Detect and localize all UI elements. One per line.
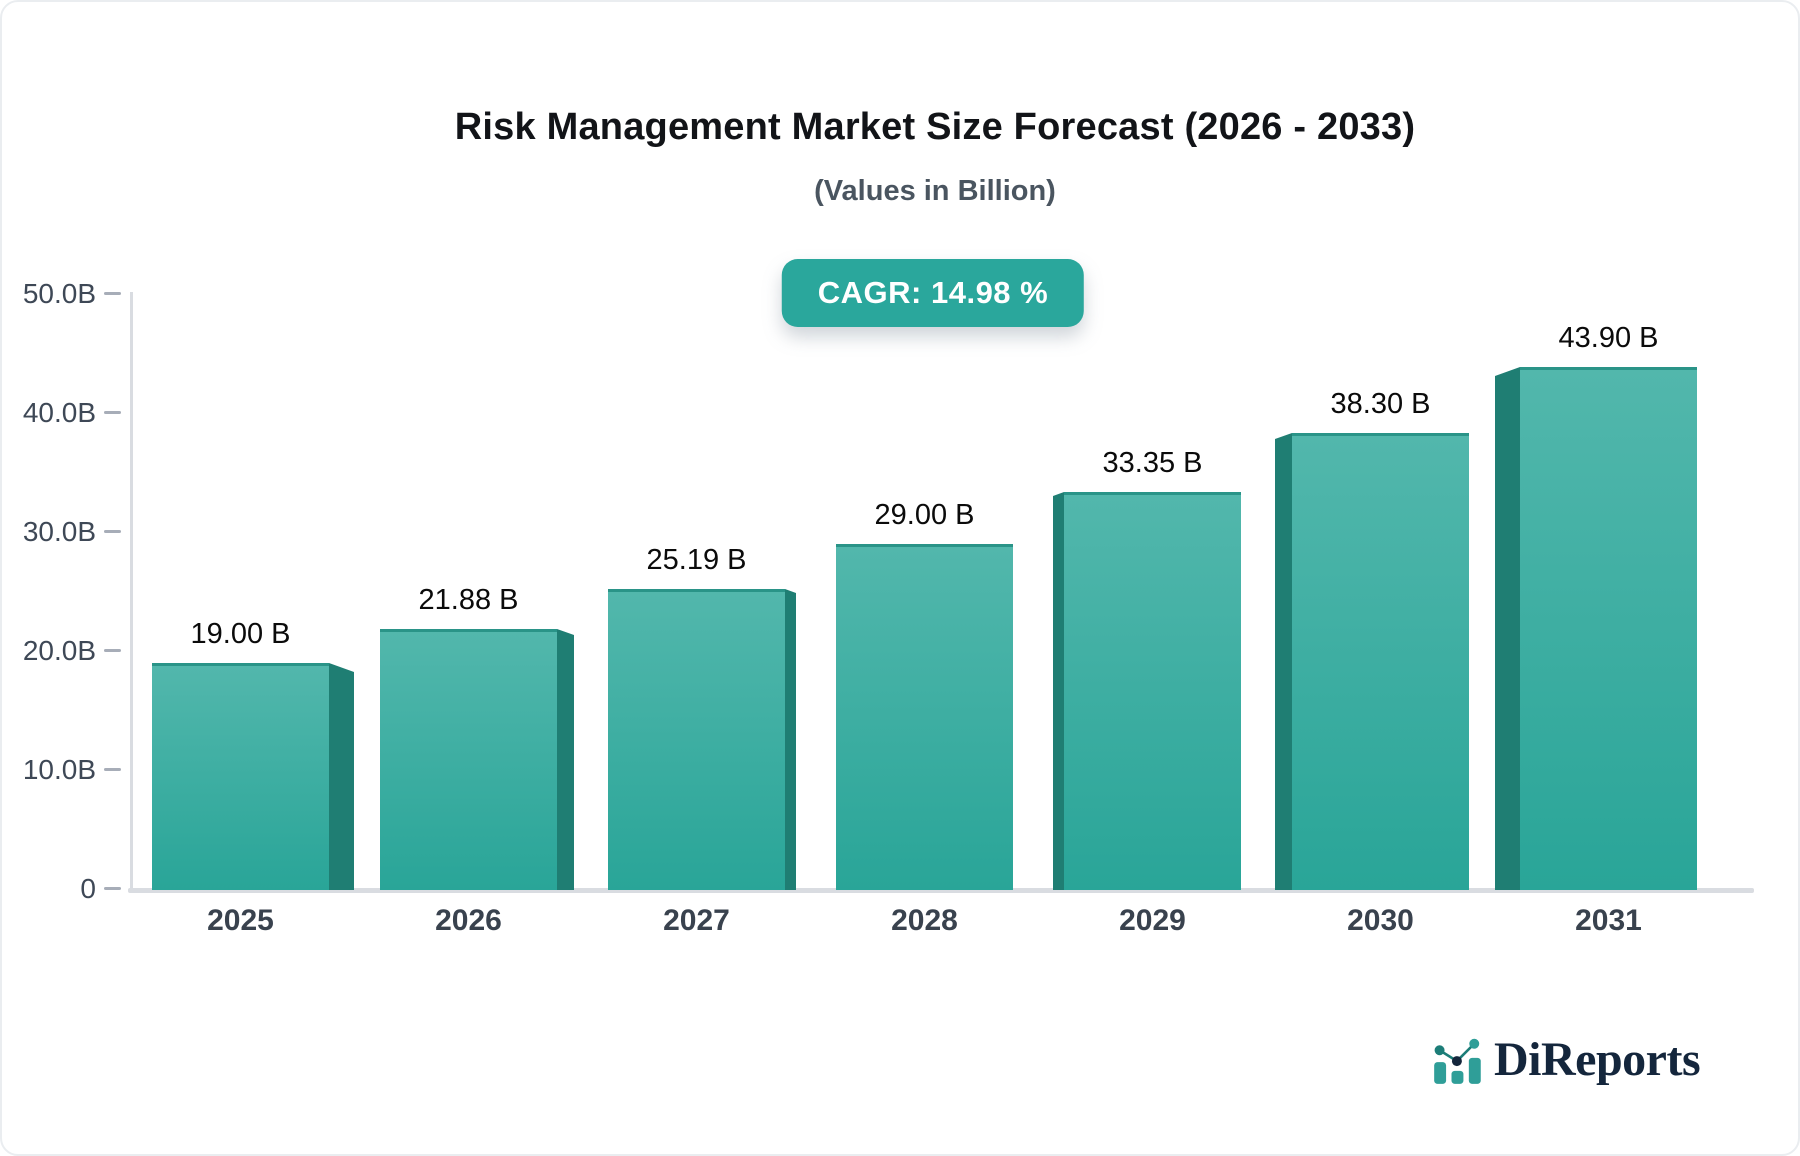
bar-side-3d <box>1275 433 1292 890</box>
x-axis-label: 2027 <box>663 904 730 937</box>
x-axis-label: 2026 <box>435 904 502 937</box>
bar-side-3d <box>1053 492 1064 890</box>
bar-value-label: 43.90 B <box>1558 322 1659 354</box>
bar-2029 <box>1064 492 1241 890</box>
y-axis-tick-mark <box>104 887 121 890</box>
x-axis-label: 2028 <box>891 904 958 937</box>
y-axis-tick-label: 0 <box>80 873 96 904</box>
brand-logo-text: DiReports <box>1494 1033 1701 1086</box>
y-axis-tick-mark <box>104 649 121 652</box>
x-axis-line <box>128 888 1754 893</box>
y-axis-tick-mark <box>104 768 121 771</box>
y-axis-tick-mark <box>104 292 121 295</box>
y-axis-tick-mark <box>104 411 121 414</box>
bar-value-label: 19.00 B <box>190 618 291 650</box>
bar-2027 <box>608 589 785 890</box>
chart-subtitle: (Values in Billion) <box>814 175 1056 207</box>
bar-2025 <box>152 663 329 890</box>
x-axis-label: 2031 <box>1575 904 1642 937</box>
bar-value-label: 25.19 B <box>646 544 747 576</box>
y-axis-tick-label: 30.0B <box>22 516 96 547</box>
bar-side-3d <box>1495 367 1520 890</box>
y-axis-line <box>130 292 133 889</box>
bar-2026 <box>380 629 557 890</box>
bar-2028 <box>836 544 1013 890</box>
y-axis-tick-mark <box>104 530 121 533</box>
y-axis-tick-label: 40.0B <box>22 397 96 428</box>
y-axis-tick-label: 20.0B <box>22 635 96 666</box>
x-axis-label: 2025 <box>207 904 274 937</box>
bar-side-3d <box>785 589 796 890</box>
mini-bar-chart-trend-icon <box>1434 1038 1481 1084</box>
bar-2030 <box>1292 433 1469 890</box>
brand-logo: DiReports <box>1432 1032 1701 1087</box>
y-axis-tick-label: 50.0B <box>22 278 96 309</box>
cagr-badge-label: CAGR: 14.98 % <box>817 275 1049 310</box>
cagr-badge: CAGR: 14.98 % <box>781 259 1085 327</box>
bar-value-label: 38.30 B <box>1330 388 1431 420</box>
bar-side-3d <box>329 663 354 890</box>
y-axis-tick-label: 10.0B <box>22 754 96 785</box>
chart-title: Risk Management Market Size Forecast (20… <box>454 106 1416 148</box>
bar-2031 <box>1520 367 1697 890</box>
x-axis-label: 2029 <box>1119 904 1186 937</box>
bar-side-3d <box>557 629 574 890</box>
bar-value-label: 33.35 B <box>1102 447 1203 479</box>
x-axis-label: 2030 <box>1347 904 1414 937</box>
bar-value-label: 21.88 B <box>418 584 519 616</box>
bar-value-label: 29.00 B <box>874 499 975 531</box>
